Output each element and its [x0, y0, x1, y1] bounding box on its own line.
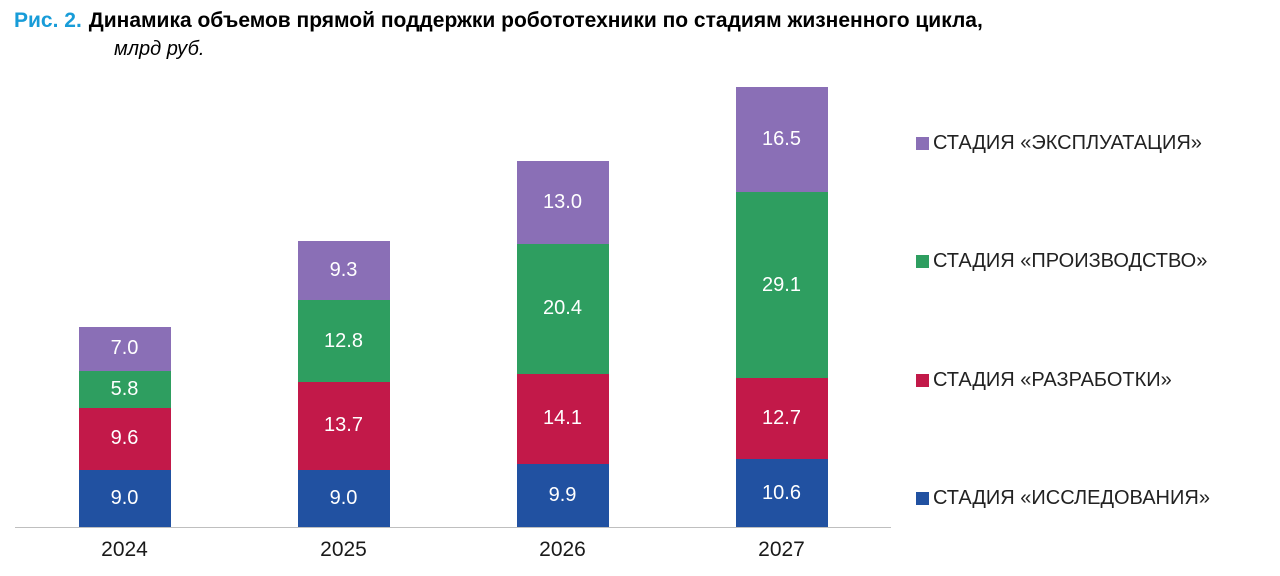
bar-segment: 13.0 — [516, 160, 609, 244]
bar-segment: 13.7 — [297, 382, 390, 470]
x-axis-label: 2024 — [101, 538, 148, 561]
bar-segment: 12.8 — [297, 300, 390, 382]
bar-column: 13.0 20.4 14.1 9.9 — [453, 160, 672, 527]
bar-value-label: 12.7 — [762, 407, 801, 430]
bar-segment: 14.1 — [516, 373, 609, 464]
legend-item: СТАДИЯ «РАЗРАБОТКИ» — [916, 369, 1210, 392]
bar-segment: 9.9 — [516, 463, 609, 527]
bar-2025: 9.3 12.8 13.7 9.0 — [297, 240, 390, 527]
stacked-bar-chart: 7.0 5.8 9.6 9.0 9.3 12.8 13.7 9.0 13.0 20.4 14.1 9.… — [15, 56, 891, 562]
bar-segment: 7.0 — [78, 326, 171, 372]
legend-label: СТАДИЯ «ИССЛЕДОВАНИЯ» — [933, 486, 1210, 509]
bar-value-label: 13.7 — [324, 414, 363, 437]
bar-value-label: 13.0 — [543, 190, 582, 213]
bar-segment: 9.6 — [78, 408, 171, 470]
bar-value-label: 9.6 — [110, 427, 139, 450]
bar-segment: 12.7 — [735, 378, 828, 460]
bar-segment: 29.1 — [735, 192, 828, 379]
bar-2024: 7.0 5.8 9.6 9.0 — [78, 326, 171, 527]
legend-swatch — [916, 255, 929, 269]
bar-column: 7.0 5.8 9.6 9.0 — [15, 326, 234, 527]
x-axis-label: 2026 — [539, 538, 586, 561]
bar-column: 9.3 12.8 13.7 9.0 — [234, 240, 453, 527]
bar-value-label: 5.8 — [110, 378, 139, 401]
legend-item: СТАДИЯ «ПРОИЗВОДСТВО» — [916, 250, 1210, 273]
bar-value-label: 16.5 — [762, 128, 801, 151]
bar-value-label: 9.3 — [329, 259, 358, 282]
bar-value-label: 9.9 — [548, 483, 577, 506]
bar-2026: 13.0 20.4 14.1 9.9 — [516, 160, 609, 527]
bar-segment: 16.5 — [735, 87, 828, 193]
figure-header: Рис. 2. Динамика объемов прямой поддержки… — [14, 8, 983, 62]
figure-title: Динамика объемов прямой поддержки робото… — [88, 9, 983, 32]
legend-label: СТАДИЯ «ЭКСПЛУАТАЦИЯ» — [933, 132, 1202, 154]
plot-area: 7.0 5.8 9.6 9.0 9.3 12.8 13.7 9.0 13.0 20.4 14.1 9.… — [15, 56, 891, 528]
legend-swatch — [916, 137, 929, 150]
legend-swatch — [916, 373, 929, 387]
figure-title-line: Рис. 2. Динамика объемов прямой поддержки… — [14, 8, 983, 34]
bar-segment: 10.6 — [735, 459, 828, 527]
bar-segment: 5.8 — [78, 371, 171, 409]
bar-segment: 9.3 — [297, 240, 390, 301]
bar-value-label: 9.0 — [329, 486, 358, 509]
bar-value-label: 29.1 — [762, 273, 801, 296]
figure-units-subtitle: млрд руб. — [114, 38, 205, 61]
legend-label: СТАДИЯ «РАЗРАБОТКИ» — [933, 368, 1172, 391]
bar-value-label: 12.8 — [324, 329, 363, 352]
x-axis: 2024 2025 2026 2027 — [15, 528, 891, 562]
x-axis-label: 2025 — [320, 538, 367, 561]
bar-2027: 16.5 29.1 12.7 10.6 — [735, 87, 828, 527]
bar-segment: 9.0 — [297, 469, 390, 527]
bar-value-label: 10.6 — [762, 481, 801, 504]
bar-segment: 20.4 — [516, 243, 609, 374]
bar-value-label: 9.0 — [110, 486, 139, 509]
bar-value-label: 14.1 — [543, 407, 582, 430]
legend-label: СТАДИЯ «ПРОИЗВОДСТВО» — [933, 250, 1208, 273]
legend-item: СТАДИЯ «ИССЛЕДОВАНИЯ» — [916, 487, 1210, 510]
bar-column: 16.5 29.1 12.7 10.6 — [672, 87, 891, 527]
legend: СТАДИЯ «ЭКСПЛУАТАЦИЯ» СТАДИЯ «ПРОИЗВОДСТВ… — [916, 132, 1210, 510]
x-axis-label: 2027 — [758, 538, 805, 561]
bar-segment: 9.0 — [78, 469, 171, 527]
figure-number: Рис. 2. — [14, 9, 82, 32]
legend-item: СТАДИЯ «ЭКСПЛУАТАЦИЯ» — [916, 132, 1210, 155]
legend-swatch — [916, 491, 929, 505]
bar-value-label: 7.0 — [110, 337, 139, 360]
bar-value-label: 20.4 — [543, 297, 582, 320]
